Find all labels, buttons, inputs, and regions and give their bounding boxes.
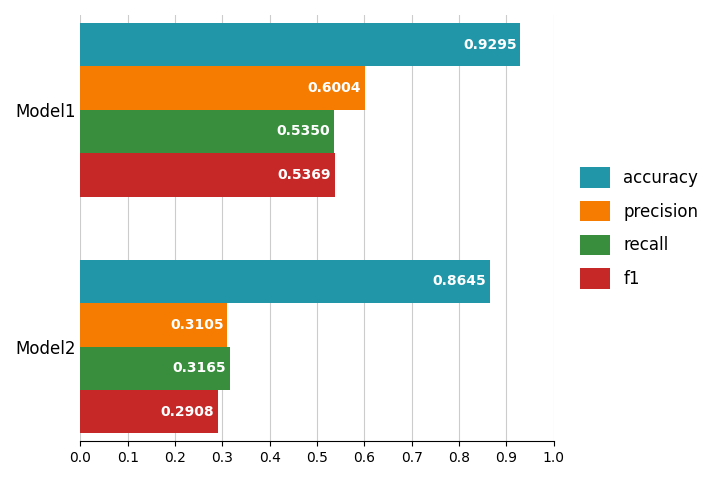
Bar [80,390,218,433]
Text: 0.3165: 0.3165 [173,361,226,375]
Bar [80,110,334,153]
Legend: accuracy, precision, recall, f1: accuracy, precision, recall, f1 [572,159,706,297]
Bar [80,260,490,303]
Text: 0.3105: 0.3105 [170,318,224,332]
Bar [80,66,365,110]
Text: 0.5350: 0.5350 [276,124,330,138]
Bar [80,23,520,66]
Bar [80,347,230,390]
Text: 0.2908: 0.2908 [160,405,214,419]
Bar [80,303,227,347]
Text: 0.5369: 0.5369 [278,168,331,182]
Text: 0.6004: 0.6004 [307,81,361,95]
Text: 0.9295: 0.9295 [463,37,517,52]
Bar [80,153,334,197]
Text: 0.8645: 0.8645 [432,275,486,288]
